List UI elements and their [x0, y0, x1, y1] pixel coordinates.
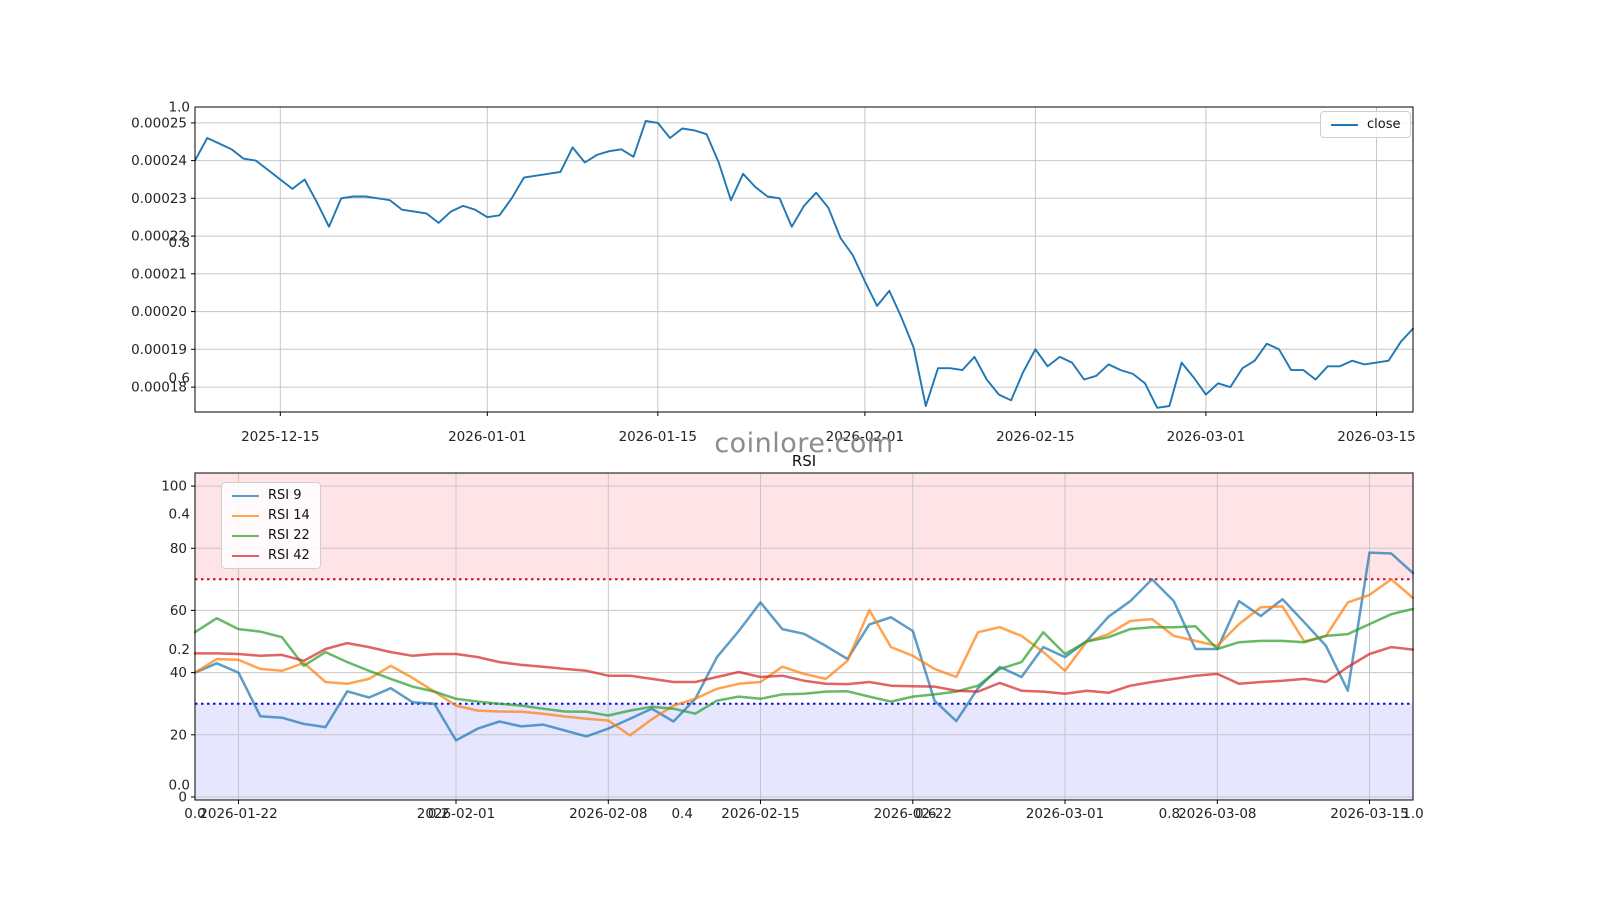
series-line-close	[194, 120, 1414, 409]
stray-tick-label: 0.0	[169, 778, 190, 794]
stray-tick-label: 0.4	[169, 506, 190, 522]
legend-entry: RSI 22	[232, 528, 310, 543]
y-tick-label: 0.00023	[131, 191, 187, 207]
stray-tick-label: 0.8	[169, 235, 190, 251]
legend-entry: close	[1331, 117, 1400, 132]
x-tick-label: 2026-02-15	[996, 429, 1074, 445]
legend-line-sample	[1331, 123, 1358, 126]
series-line-rsi-9	[193, 551, 1415, 742]
y-tick-label: 0.00018	[131, 380, 187, 396]
y-tick-label: 0.00019	[131, 342, 187, 358]
x-tick-label: 2026-01-01	[448, 429, 526, 445]
y-tick-label: 20	[170, 727, 187, 743]
close-legend: close	[1320, 111, 1412, 138]
y-tick-label: 0.00021	[131, 266, 187, 282]
x-tick-label: 2026-03-01	[1167, 429, 1245, 445]
stray-tick-label: 0.2	[169, 642, 190, 658]
watermark: coinlore.com	[714, 428, 894, 459]
x-tick-label: 2026-01-22	[199, 806, 277, 822]
x-tick-label: 2026-02-01	[826, 429, 904, 445]
legend-entry: RSI 42	[232, 548, 310, 563]
stray-tick-label: 0.4	[671, 806, 692, 822]
y-tick-label: 0	[178, 790, 187, 806]
x-tick-label: 2026-01-15	[619, 429, 697, 445]
y-tick-label: 0.00024	[131, 153, 187, 169]
x-tick-label: 2026-03-15	[1337, 429, 1415, 445]
legend-label: RSI 9	[268, 488, 302, 503]
x-tick-label: 2026-02-15	[721, 806, 799, 822]
stray-tick-label: 0.6	[169, 371, 190, 387]
y-tick-label: 0.00025	[131, 115, 187, 131]
oversold-band	[195, 703, 1413, 800]
rsi-chart-title: RSI	[791, 452, 817, 470]
y-tick-label: 80	[170, 541, 187, 557]
legend-line-sample	[232, 554, 259, 557]
x-tick-label: 2026-02-08	[569, 806, 647, 822]
legend-label: RSI 14	[268, 508, 310, 523]
stray-tick-label: 0.8	[1159, 806, 1180, 822]
legend-line-sample	[232, 534, 259, 537]
legend-line-sample	[232, 514, 259, 517]
overbought-band	[195, 473, 1413, 580]
y-tick-label: 0.00020	[131, 304, 187, 320]
series-line-rsi-14	[193, 578, 1415, 737]
x-tick-label: 2025-12-15	[241, 429, 319, 445]
x-tick-label: 2026-03-15	[1330, 806, 1408, 822]
stray-tick-label: 0.6	[915, 806, 936, 822]
stray-tick-label: 1.0	[1402, 806, 1423, 822]
y-tick-label: 0.00022	[131, 229, 187, 245]
series-line-rsi-42	[193, 641, 1415, 696]
axes-spines	[194, 472, 1414, 801]
x-tick-label: 2026-02-22	[874, 806, 952, 822]
x-tick-label: 2026-03-08	[1178, 806, 1256, 822]
rsi-legend: RSI 9 RSI 14 RSI 22 RSI 42	[221, 482, 321, 569]
x-tick-label: 2026-02-01	[417, 806, 495, 822]
y-tick-label: 60	[170, 603, 187, 619]
legend-label: close	[1367, 117, 1401, 132]
legend-entry: RSI 14	[232, 508, 310, 523]
stray-tick-label: 0.0	[184, 806, 205, 822]
stray-tick-label: 0.2	[428, 806, 449, 822]
legend-entry: RSI 9	[232, 488, 310, 503]
y-tick-label: 40	[170, 665, 187, 681]
x-tick-label: 2026-03-01	[1026, 806, 1104, 822]
stray-tick-label: 1.0	[169, 100, 190, 116]
legend-label: RSI 42	[268, 548, 310, 563]
legend-label: RSI 22	[268, 528, 310, 543]
axes-spines	[194, 106, 1414, 413]
y-tick-label: 100	[161, 479, 187, 495]
series-line-rsi-22	[193, 607, 1415, 717]
legend-line-sample	[232, 494, 259, 497]
